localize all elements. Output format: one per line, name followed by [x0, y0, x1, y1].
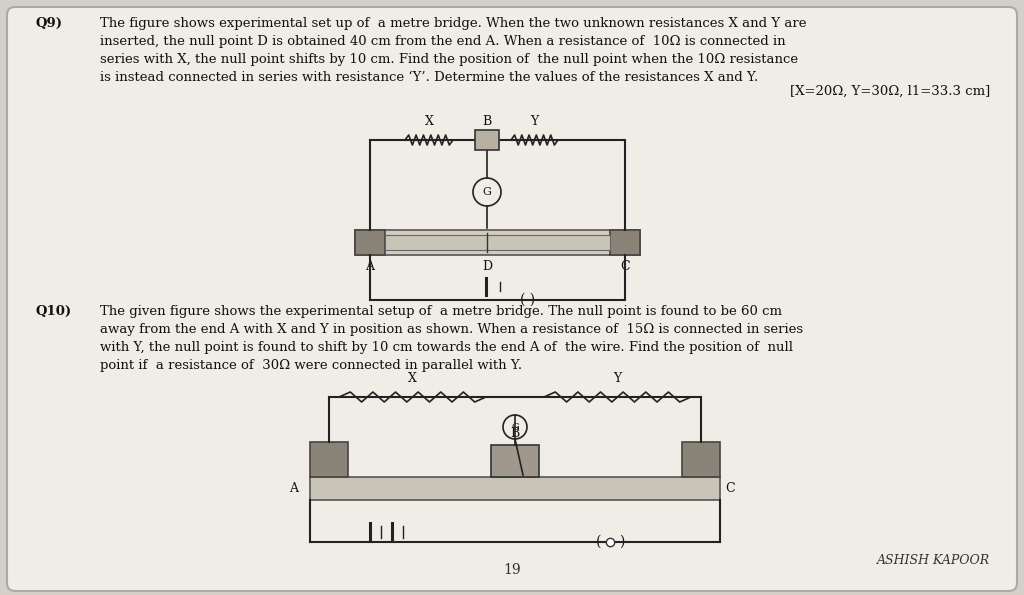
- Text: A: A: [366, 260, 375, 273]
- Text: ( ): ( ): [520, 293, 536, 307]
- Bar: [355, 230, 640, 255]
- Text: [X=20Ω, Y=30Ω, l1=33.3 cm]: [X=20Ω, Y=30Ω, l1=33.3 cm]: [790, 85, 990, 98]
- Text: D: D: [482, 260, 493, 273]
- Bar: [385, 235, 610, 250]
- FancyBboxPatch shape: [7, 7, 1017, 591]
- Text: Y: Y: [530, 115, 539, 128]
- Text: 19: 19: [503, 563, 521, 577]
- Bar: [682, 442, 720, 477]
- Text: (: (: [596, 535, 601, 549]
- Text: B: B: [482, 115, 492, 128]
- Text: Q9): Q9): [35, 17, 62, 30]
- Text: Q10): Q10): [35, 305, 71, 318]
- Text: Y: Y: [613, 372, 622, 385]
- Bar: [355, 230, 385, 255]
- Bar: [310, 477, 720, 500]
- Bar: [475, 130, 499, 150]
- Bar: [610, 230, 640, 255]
- Text: X: X: [408, 372, 417, 385]
- Text: B: B: [510, 427, 519, 440]
- Bar: [310, 442, 348, 477]
- Text: C: C: [725, 482, 734, 495]
- Text: ASHISH KAPOOR: ASHISH KAPOOR: [877, 554, 990, 567]
- Text: G: G: [511, 422, 519, 431]
- Text: The figure shows experimental set up of  a metre bridge. When the two unknown re: The figure shows experimental set up of …: [100, 17, 807, 84]
- Text: C: C: [621, 260, 630, 273]
- Text: ): ): [618, 535, 625, 549]
- Bar: [490, 445, 539, 477]
- Text: A: A: [289, 482, 298, 495]
- Text: X: X: [425, 115, 433, 128]
- Text: G: G: [482, 187, 492, 197]
- Text: The given figure shows the experimental setup of  a metre bridge. The null point: The given figure shows the experimental …: [100, 305, 803, 372]
